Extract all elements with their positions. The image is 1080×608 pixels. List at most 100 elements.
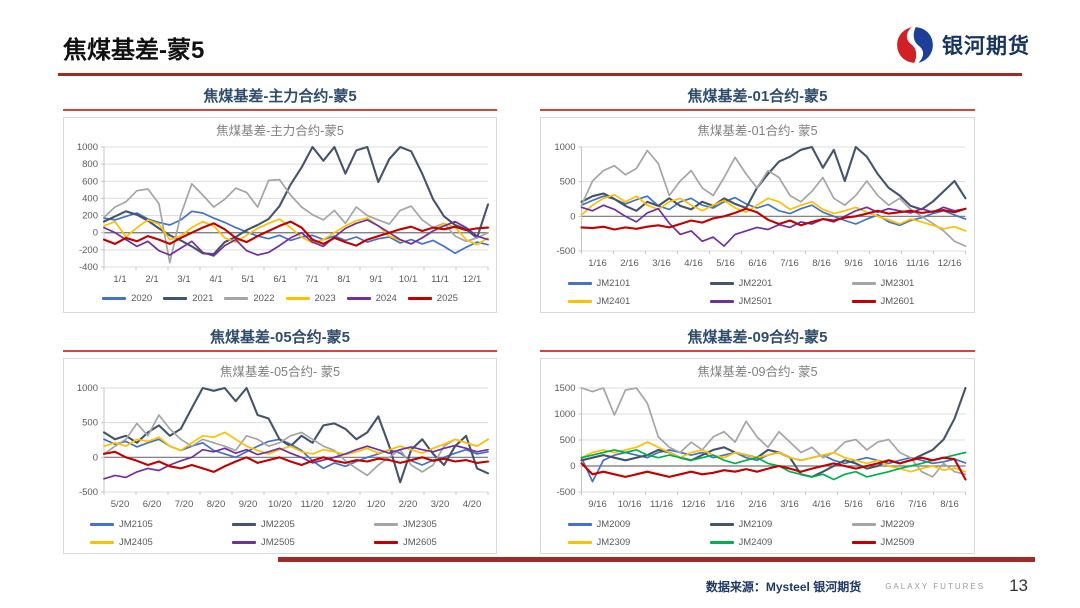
data-source-text: 数据来源：Mysteel 银河期货	[705, 579, 862, 594]
legend-label: JM2201	[738, 278, 773, 289]
svg-text:4/16: 4/16	[812, 499, 831, 510]
svg-text:3/20: 3/20	[431, 499, 450, 510]
line-chart-main-contract: 1000 800 600 400 200 0 -200 -400 1/1 2/1 3/1 4/1 5/1…	[77, 142, 490, 285]
chart-panel-01-contract: 焦煤基差-01合约-蒙5 焦煤基差-01合约- 蒙5 1000 500 0 -500 1…	[540, 86, 975, 313]
svg-text:3/16: 3/16	[780, 499, 799, 510]
svg-text:1/20: 1/20	[367, 499, 386, 510]
svg-text:1/16: 1/16	[588, 258, 607, 269]
legend-swatch	[407, 297, 432, 300]
svg-text:6/20: 6/20	[143, 499, 162, 510]
svg-text:500: 500	[82, 418, 98, 429]
legend-item: JM2309	[567, 537, 664, 548]
svg-text:2/1: 2/1	[145, 274, 158, 285]
svg-text:8/16: 8/16	[812, 258, 831, 269]
legend-label: JM2501	[738, 296, 773, 307]
legend-item: JM2209	[851, 519, 948, 530]
page-number: 13	[1009, 576, 1028, 595]
legend-swatch	[709, 300, 734, 303]
chart-inner-title: 焦煤基差-主力合约-蒙5	[216, 124, 344, 138]
panel-title-underline	[63, 350, 497, 352]
legend-label: JM2605	[403, 537, 437, 548]
line-chart-05-contract: 1000 500 0 -500 5/20 6/20 7/20 8/20 9/20 10/20 11/…	[77, 383, 490, 510]
svg-text:9/16: 9/16	[844, 258, 863, 269]
chart-legend: JM2105 JM2205 JM2305 JM2405 JM2505 JM2605	[90, 519, 470, 548]
legend-label: JM2109	[738, 519, 773, 530]
panel-title: 焦煤基差-09合约-蒙5	[687, 329, 828, 346]
legend-item: JM2109	[709, 519, 806, 530]
chart-legend: 2020 2021 2022 2023 2024 2025	[64, 293, 496, 304]
legend-item: JM2205	[232, 519, 328, 530]
legend-item: JM2409	[709, 537, 806, 548]
legend-label: 2021	[192, 293, 214, 304]
legend-label: JM2601	[880, 296, 915, 307]
svg-text:7/16: 7/16	[908, 499, 927, 510]
legend-swatch	[851, 300, 876, 303]
svg-text:6/16: 6/16	[748, 258, 767, 269]
svg-text:1000: 1000	[77, 142, 98, 153]
panel-title-underline	[540, 350, 975, 352]
svg-text:9/20: 9/20	[239, 499, 258, 510]
chart-panel-main-contract: 焦煤基差-主力合约-蒙5 焦煤基差-主力合约-蒙5 1000 800 600 400 2…	[63, 86, 497, 313]
svg-text:10/20: 10/20	[268, 499, 292, 510]
legend-item: JM2401	[567, 296, 664, 307]
legend-item: 2021	[163, 293, 213, 304]
legend-label: 2022	[253, 293, 275, 304]
legend-item: JM2105	[90, 519, 186, 530]
legend-label: JM2509	[880, 537, 915, 548]
svg-text:1/1: 1/1	[113, 274, 126, 285]
legend-item: 2025	[407, 293, 458, 304]
footer-accent-bar	[278, 557, 1035, 562]
svg-text:12/16: 12/16	[682, 499, 706, 510]
legend-swatch	[567, 282, 592, 285]
brand-logo: 银河期货	[896, 26, 1030, 64]
legend-swatch	[709, 541, 734, 544]
panel-title-underline	[540, 109, 975, 111]
legend-swatch	[346, 297, 371, 300]
legend-item: 2023	[285, 293, 336, 304]
svg-text:6/1: 6/1	[273, 274, 286, 285]
legend-label: JM2301	[880, 278, 915, 289]
svg-text:12/16: 12/16	[938, 258, 962, 269]
chart-figure: 焦煤基差-01合约- 蒙5 1000 500 0 -500 1/16 2/16 3/16 4/…	[540, 117, 975, 313]
legend-item: JM2009	[567, 519, 664, 530]
legend-swatch	[709, 523, 734, 526]
legend-item: 2022	[224, 293, 275, 304]
svg-text:11/16: 11/16	[906, 258, 929, 269]
chart-inner-title: 焦煤基差-05合约- 蒙5	[219, 365, 341, 379]
legend-item: JM2501	[709, 296, 806, 307]
svg-text:12/1: 12/1	[463, 274, 482, 285]
chart-figure: 焦煤基差-09合约- 蒙5 1500 1000 500 0 -500 9/16 10/16 1…	[540, 358, 975, 554]
legend-swatch	[374, 523, 398, 526]
legend-label: 2025	[436, 293, 458, 304]
panel-title: 焦煤基差-主力合约-蒙5	[203, 88, 357, 105]
svg-text:5/20: 5/20	[111, 499, 130, 510]
svg-text:3/1: 3/1	[177, 274, 190, 285]
svg-text:11/16: 11/16	[650, 499, 673, 510]
svg-text:1000: 1000	[77, 383, 98, 394]
svg-text:-400: -400	[79, 262, 98, 273]
legend-label: 2020	[131, 293, 153, 304]
legend-item: JM2305	[374, 519, 470, 530]
svg-text:-500: -500	[556, 487, 575, 498]
line-chart-01-contract: 1000 500 0 -500 1/16 2/16 3/16 4/16 5/16 6/16 7/16…	[554, 142, 967, 269]
svg-text:6/16: 6/16	[876, 499, 895, 510]
legend-swatch	[851, 282, 876, 285]
svg-text:0: 0	[93, 452, 98, 463]
svg-text:7/16: 7/16	[780, 258, 799, 269]
svg-text:8/16: 8/16	[940, 499, 959, 510]
svg-text:11/1: 11/1	[431, 274, 449, 285]
svg-text:5/16: 5/16	[844, 499, 863, 510]
legend-swatch	[232, 523, 256, 526]
chart-panel-09-contract: 焦煤基差-09合约-蒙5 焦煤基差-09合约- 蒙5 1500 1000 500 0 -…	[540, 327, 975, 554]
footer-brand-text: GALAXY FUTURES	[885, 581, 986, 591]
panel-title: 焦煤基差-05合约-蒙5	[209, 329, 351, 346]
svg-text:800: 800	[82, 159, 98, 170]
legend-item: JM2405	[90, 537, 186, 548]
svg-text:5/16: 5/16	[716, 258, 735, 269]
legend-swatch	[232, 541, 256, 544]
legend-swatch	[851, 541, 876, 544]
legend-item: 2024	[346, 293, 397, 304]
legend-swatch	[851, 523, 876, 526]
legend-label: JM2505	[261, 537, 295, 548]
chart-figure: 焦煤基差-主力合约-蒙5 1000 800 600 400 200 0 -200 -400 1/…	[63, 117, 497, 313]
